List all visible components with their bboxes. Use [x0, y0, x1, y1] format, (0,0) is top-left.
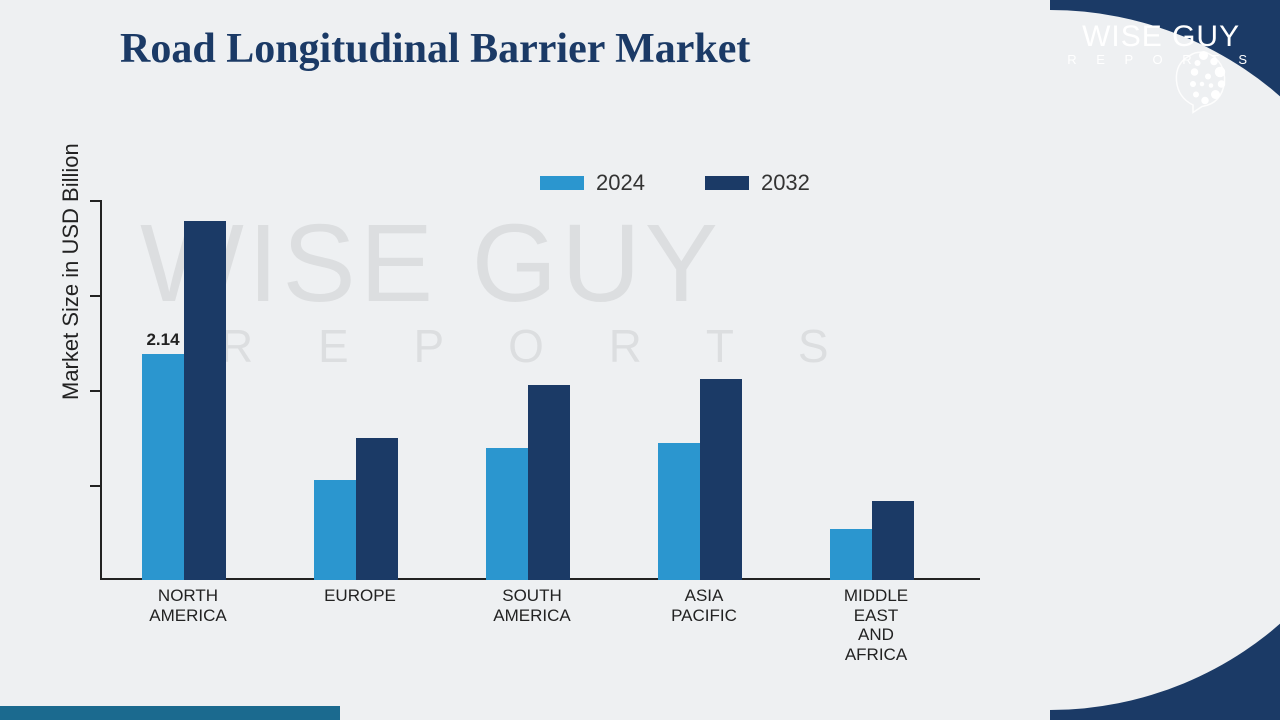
page-root: Road Longitudinal Barrier Market WISE GU… — [0, 0, 1280, 720]
legend-swatch-2024 — [540, 176, 584, 190]
chart-area: 2.14 — [100, 200, 980, 580]
y-tick — [90, 200, 100, 202]
category-label: ASIAPACIFIC — [624, 586, 784, 625]
legend-label-2032: 2032 — [761, 170, 810, 196]
y-axis-label: Market Size in USD Billion — [58, 143, 84, 400]
brand-logo: WISE GUY R E P O R T S — [1067, 20, 1255, 67]
bar-series-a — [830, 529, 872, 580]
category-label: EUROPE — [280, 586, 440, 606]
legend-swatch-2032 — [705, 176, 749, 190]
category-label: MIDDLEEASTANDAFRICA — [796, 586, 956, 664]
bar-series-a — [142, 354, 184, 580]
category-label: SOUTHAMERICA — [452, 586, 612, 625]
y-tick — [90, 295, 100, 297]
y-tick — [90, 390, 100, 392]
bar-series-b — [872, 501, 914, 580]
bar-series-a — [314, 480, 356, 580]
legend-item-2032: 2032 — [705, 170, 810, 196]
bar-series-a — [658, 443, 700, 580]
chart-title: Road Longitudinal Barrier Market — [120, 25, 750, 73]
y-tick — [90, 485, 100, 487]
legend-item-2024: 2024 — [540, 170, 645, 196]
value-label: 2.14 — [133, 330, 193, 350]
brain-dots-icon — [1160, 42, 1235, 117]
legend: 2024 2032 — [540, 170, 810, 196]
bar-series-b — [700, 379, 742, 580]
bar-series-b — [184, 221, 226, 580]
category-label: NORTHAMERICA — [108, 586, 268, 625]
bar-series-b — [528, 385, 570, 580]
bar-series-a — [486, 448, 528, 580]
footer-accent-bar — [0, 706, 340, 720]
bar-series-b — [356, 438, 398, 581]
legend-label-2024: 2024 — [596, 170, 645, 196]
y-axis — [100, 200, 102, 580]
